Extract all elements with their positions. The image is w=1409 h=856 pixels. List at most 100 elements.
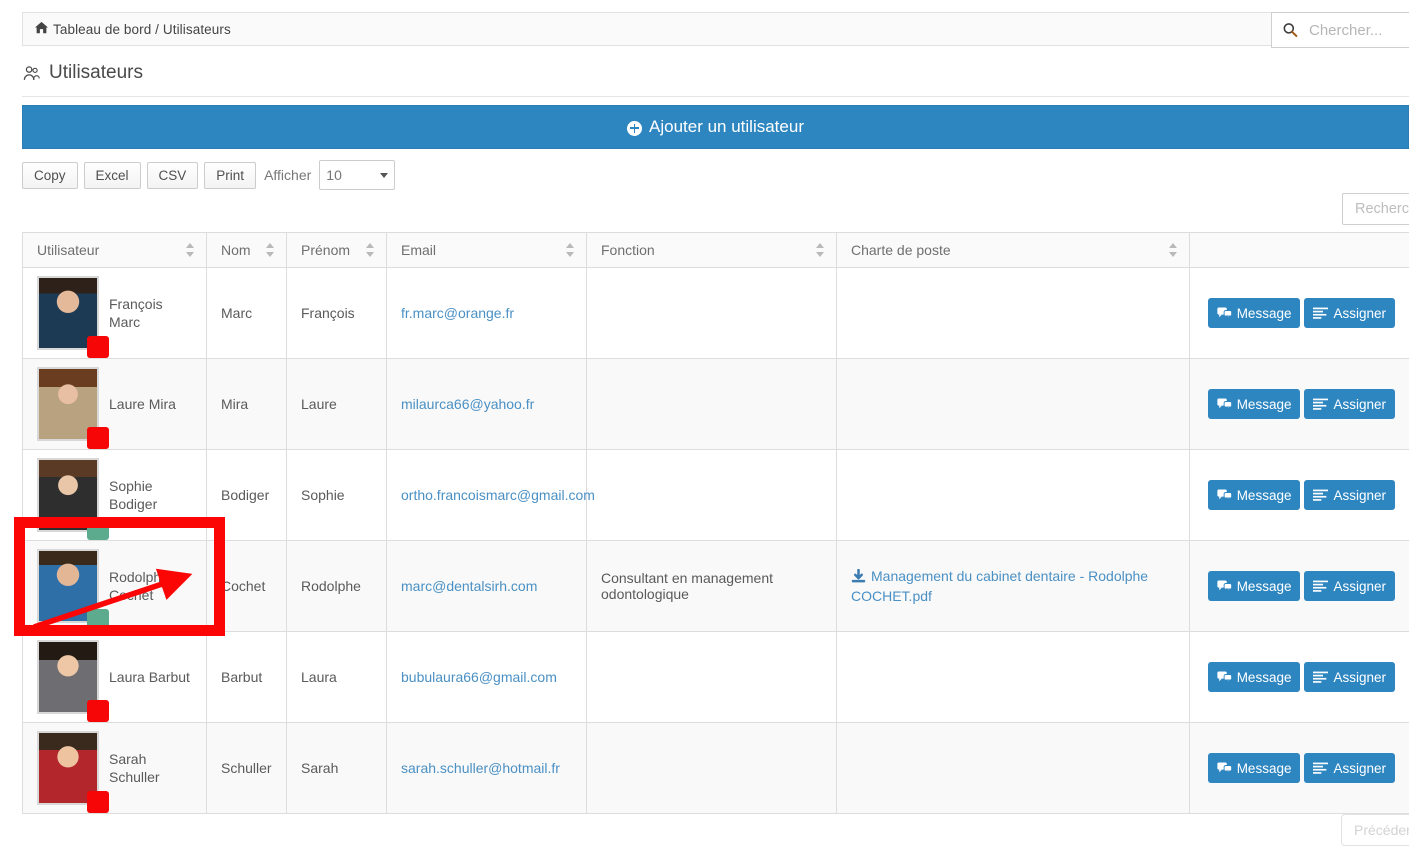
page-length-value: 10 <box>326 167 342 183</box>
avatar[interactable] <box>37 731 109 813</box>
assigner-button[interactable]: Assigner <box>1304 662 1395 692</box>
title-divider <box>22 96 1409 97</box>
message-button[interactable]: Message <box>1207 571 1301 601</box>
column-header-actions <box>1189 232 1409 268</box>
cell-actions: Message Assigner <box>1189 449 1409 541</box>
table-header-row: Utilisateur Nom Prénom Email <box>22 232 1409 268</box>
cell-utilisateur: François Marc <box>22 267 207 359</box>
search-icon <box>1282 22 1298 38</box>
chevron-down-icon <box>380 172 389 178</box>
cell-utilisateur: Laure Mira <box>22 358 207 450</box>
column-header-charte-de-poste[interactable]: Charte de poste <box>836 232 1190 268</box>
user-display-name: Sarah Schuller <box>109 750 160 785</box>
page-title-text: Utilisateurs <box>49 62 143 83</box>
column-header-label: Charte de poste <box>851 242 951 258</box>
assigner-button[interactable]: Assigner <box>1304 480 1395 510</box>
column-header-email[interactable]: Email <box>386 232 587 268</box>
page-length-select[interactable]: 10 <box>319 160 396 190</box>
cell-prenom: Sarah <box>286 722 387 814</box>
column-header-prenom[interactable]: Prénom <box>286 232 387 268</box>
message-button[interactable]: Message <box>1207 298 1301 328</box>
assigner-button-label: Assigner <box>1333 396 1386 412</box>
table-toolbar: Copy Excel CSV Print Afficher 10 <box>22 160 396 190</box>
sort-icon[interactable] <box>266 242 275 258</box>
user-display-name: François Marc <box>109 295 163 330</box>
assigner-button[interactable]: Assigner <box>1304 389 1395 419</box>
column-header-fonction[interactable]: Fonction <box>586 232 837 268</box>
breadcrumb-text[interactable]: Tableau de bord / Utilisateurs <box>53 21 231 37</box>
column-header-nom[interactable]: Nom <box>206 232 287 268</box>
sort-icon[interactable] <box>566 242 575 258</box>
message-button[interactable]: Message <box>1207 662 1301 692</box>
user-display-name: Rodolphe Cochet <box>109 568 169 603</box>
table-row: Sarah Schuller Schuller Sarah sarah.schulle… <box>22 722 1409 814</box>
avatar[interactable] <box>37 458 109 540</box>
sort-icon[interactable] <box>1169 242 1178 258</box>
cell-charte-de-poste <box>836 267 1190 359</box>
copy-button[interactable]: Copy <box>22 161 78 189</box>
user-display-name: Laura Barbut <box>109 668 190 685</box>
column-header-label: Utilisateur <box>37 242 100 258</box>
cell-fonction <box>586 631 837 723</box>
message-button[interactable]: Message <box>1207 389 1301 419</box>
top-search-box[interactable] <box>1271 12 1409 48</box>
plus-circle-icon <box>627 120 642 136</box>
cell-fonction <box>586 267 837 359</box>
users-icon <box>22 64 41 83</box>
sort-icon[interactable] <box>816 242 825 258</box>
cell-prenom: Sophie <box>286 449 387 541</box>
cell-email: bubulaura66@gmail.com <box>386 631 587 723</box>
assigner-button[interactable]: Assigner <box>1304 298 1395 328</box>
message-button-label: Message <box>1236 396 1292 412</box>
avatar[interactable] <box>37 549 109 631</box>
message-button[interactable]: Message <box>1207 753 1301 783</box>
column-header-label: Prénom <box>301 242 351 258</box>
email-link[interactable]: marc@dentalsirh.com <box>401 578 538 594</box>
cell-nom: Mira <box>206 358 287 450</box>
email-link[interactable]: sarah.schuller@hotmail.fr <box>401 760 560 776</box>
users-table-container: Utilisateur Nom Prénom Email <box>22 232 1409 814</box>
email-link[interactable]: milaurca66@yahoo.fr <box>401 396 535 412</box>
avatar[interactable] <box>37 367 109 449</box>
table-filter-input[interactable] <box>1353 200 1409 218</box>
table-filter-box[interactable] <box>1342 193 1409 225</box>
cell-nom: Schuller <box>206 722 287 814</box>
email-link[interactable]: bubulaura66@gmail.com <box>401 669 557 685</box>
cell-fonction <box>586 449 837 541</box>
message-button-label: Message <box>1236 578 1292 594</box>
cell-prenom: Rodolphe <box>286 540 387 632</box>
table-row: Laura Barbut Barbut Laura bubulaura66@gmail… <box>22 631 1409 723</box>
assigner-button-label: Assigner <box>1333 669 1386 685</box>
email-link[interactable]: fr.marc@orange.fr <box>401 305 515 321</box>
email-link[interactable]: ortho.francoismarc@gmail.com <box>401 487 595 503</box>
message-button-label: Message <box>1236 305 1292 321</box>
users-table: Utilisateur Nom Prénom Email <box>22 232 1409 814</box>
message-button[interactable]: Message <box>1207 480 1301 510</box>
assigner-button[interactable]: Assigner <box>1304 753 1395 783</box>
excel-button[interactable]: Excel <box>83 161 141 189</box>
user-display-name: Sophie Bodiger <box>109 477 158 512</box>
csv-button[interactable]: CSV <box>146 161 199 189</box>
avatar[interactable] <box>37 276 109 358</box>
table-row: Sophie Bodiger Bodiger Sophie ortho.francoi… <box>22 449 1409 541</box>
sort-icon[interactable] <box>366 242 375 258</box>
cell-charte-de-poste <box>836 358 1190 450</box>
assigner-button-label: Assigner <box>1333 578 1386 594</box>
cell-nom: Barbut <box>206 631 287 723</box>
cell-nom: Bodiger <box>206 449 287 541</box>
previous-page-button[interactable]: Précédent <box>1341 814 1409 846</box>
status-badge <box>87 700 109 722</box>
charte-file-link[interactable]: Management du cabinet dentaire - Rodolph… <box>851 567 1149 604</box>
add-user-button[interactable]: Ajouter un utilisateur <box>22 105 1409 149</box>
user-display-name: Laure Mira <box>109 395 176 412</box>
search-input[interactable] <box>1307 20 1407 40</box>
status-badge <box>87 518 109 540</box>
print-button[interactable]: Print <box>204 161 257 189</box>
assigner-button[interactable]: Assigner <box>1304 571 1395 601</box>
assigner-button-label: Assigner <box>1333 305 1386 321</box>
avatar[interactable] <box>37 640 109 722</box>
cell-email: ortho.francoismarc@gmail.com <box>386 449 595 541</box>
sort-icon[interactable] <box>186 242 195 258</box>
column-header-utilisateur[interactable]: Utilisateur <box>22 232 207 268</box>
